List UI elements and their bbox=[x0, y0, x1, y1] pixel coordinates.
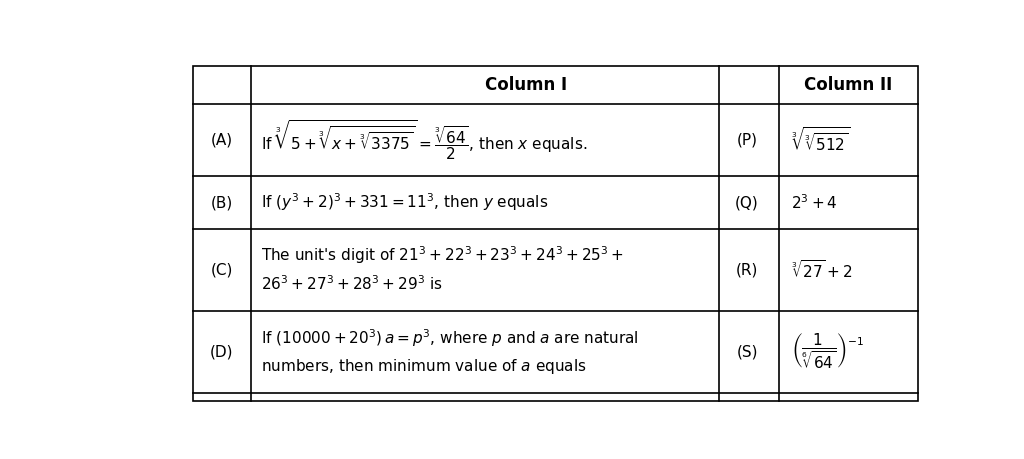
Text: $\left(\dfrac{1}{\sqrt[6]{64}}\right)^{-1}$: $\left(\dfrac{1}{\sqrt[6]{64}}\right)^{-… bbox=[791, 332, 863, 371]
Text: $\sqrt[3]{\sqrt[3]{512}}$: $\sqrt[3]{\sqrt[3]{512}}$ bbox=[791, 126, 850, 154]
Text: If $(y^3+2)^3+331=11^3$, then $y$ equals: If $(y^3+2)^3+331=11^3$, then $y$ equals bbox=[260, 192, 548, 213]
Text: If $\sqrt[3]{5+\sqrt[3]{x+\sqrt[3]{3375}}}=\dfrac{\sqrt[3]{64}}{2}$, then $x$ eq: If $\sqrt[3]{5+\sqrt[3]{x+\sqrt[3]{3375}… bbox=[260, 118, 587, 162]
Text: Column II: Column II bbox=[804, 76, 892, 94]
Text: (B): (B) bbox=[211, 195, 232, 210]
Text: (S): (S) bbox=[736, 344, 758, 359]
Text: (P): (P) bbox=[736, 133, 758, 148]
Text: (C): (C) bbox=[211, 262, 232, 277]
Text: (Q): (Q) bbox=[735, 195, 759, 210]
Text: (D): (D) bbox=[210, 344, 233, 359]
Text: (R): (R) bbox=[736, 262, 758, 277]
Text: $\sqrt[3]{27}+2$: $\sqrt[3]{27}+2$ bbox=[791, 259, 852, 280]
Text: $26^3+27^3+28^3+29^3$ is: $26^3+27^3+28^3+29^3$ is bbox=[260, 274, 442, 293]
Text: numbers, then minimum value of $a$ equals: numbers, then minimum value of $a$ equal… bbox=[260, 357, 586, 375]
Text: Column I: Column I bbox=[485, 76, 567, 94]
Text: $2^3+4$: $2^3+4$ bbox=[791, 193, 838, 212]
Text: (A): (A) bbox=[211, 133, 232, 148]
Text: If $(10000+20^3)\,a=p^3$, where $p$ and $a$ are natural: If $(10000+20^3)\,a=p^3$, where $p$ and … bbox=[260, 327, 638, 349]
Text: The unit's digit of $21^3+22^3+23^3+24^3+25^3+$: The unit's digit of $21^3+22^3+23^3+24^3… bbox=[260, 245, 624, 266]
